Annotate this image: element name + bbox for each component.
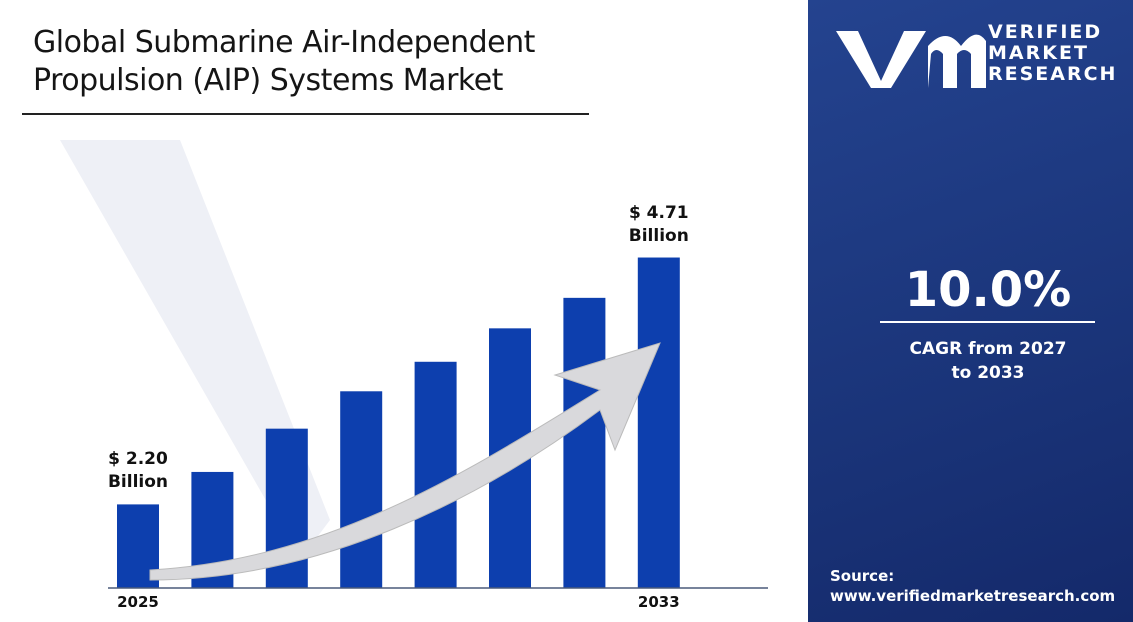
source: Source: www.verifiedmarketresearch.com (830, 566, 1115, 606)
x-tick-label: 2025 (117, 593, 159, 611)
bar (563, 297, 606, 588)
value-label: $ 2.20 Billion (107, 449, 169, 493)
source-url: www.verifiedmarketresearch.com (830, 587, 1116, 605)
logo-shape (836, 31, 986, 88)
bar (637, 257, 680, 588)
source-label: Source: (830, 567, 895, 585)
value-label: $ 4.71 Billion (628, 202, 689, 246)
logo-mark (836, 31, 986, 88)
sidebar: VERIFIED MARKET RESEARCH 10.0% CAGR from… (808, 0, 1133, 622)
cagr-value: 10.0% (904, 262, 1072, 318)
cagr-rule (880, 321, 1095, 323)
bar (340, 391, 383, 588)
cagr-label: CAGR from 2027 to 2033 (909, 339, 1067, 383)
trend-arrow (149, 342, 661, 581)
x-tick-label: 2033 (637, 593, 680, 611)
logo-line: VERIFIED (988, 21, 1103, 43)
logo-line: MARKET (988, 42, 1089, 64)
title-rule (22, 113, 589, 115)
chart-title: Global Submarine Air-Independent Propuls… (33, 25, 535, 98)
logo-line: RESEARCH (988, 63, 1118, 85)
chart (60, 140, 768, 589)
watermark (60, 140, 330, 560)
bar (414, 361, 457, 588)
logo-text: VERIFIED MARKET RESEARCH (988, 22, 1117, 85)
